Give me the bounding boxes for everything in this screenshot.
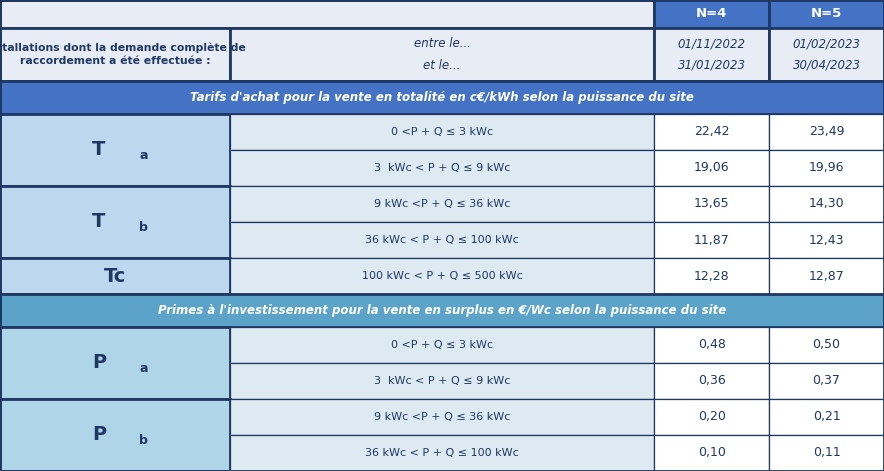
Text: 9 kWc <P + Q ≤ 36 kWc: 9 kWc <P + Q ≤ 36 kWc xyxy=(374,412,510,422)
Bar xyxy=(769,186,884,222)
Text: 3  kWc < P + Q ≤ 9 kWc: 3 kWc < P + Q ≤ 9 kWc xyxy=(374,376,510,386)
Text: P: P xyxy=(92,425,106,445)
Text: 12,43: 12,43 xyxy=(809,234,844,246)
Text: T: T xyxy=(92,212,106,231)
Bar xyxy=(0,399,230,471)
Bar xyxy=(654,399,769,435)
Text: a: a xyxy=(140,149,148,162)
Text: 0 <P + Q ≤ 3 kWc: 0 <P + Q ≤ 3 kWc xyxy=(391,340,493,349)
Text: 0,50: 0,50 xyxy=(812,338,841,351)
Text: 01/02/2023: 01/02/2023 xyxy=(793,37,860,50)
Text: 19,96: 19,96 xyxy=(809,162,844,174)
Text: Installations dont la demande complète de
raccordement a été effectuée :: Installations dont la demande complète d… xyxy=(0,43,246,66)
Bar xyxy=(769,363,884,399)
Text: 0,21: 0,21 xyxy=(812,410,841,423)
Text: entre le...: entre le... xyxy=(414,37,470,50)
Bar xyxy=(230,222,654,258)
Bar xyxy=(0,0,654,28)
Text: N=5: N=5 xyxy=(811,8,842,20)
Text: 12,87: 12,87 xyxy=(809,269,844,283)
Bar xyxy=(0,114,230,186)
Bar xyxy=(769,150,884,186)
Bar xyxy=(654,363,769,399)
Bar xyxy=(230,150,654,186)
Bar xyxy=(230,28,654,81)
Bar xyxy=(769,435,884,471)
Text: Tc: Tc xyxy=(103,267,126,285)
Bar xyxy=(769,399,884,435)
Text: 36 kWc < P + Q ≤ 100 kWc: 36 kWc < P + Q ≤ 100 kWc xyxy=(365,235,519,245)
Text: 0,10: 0,10 xyxy=(697,447,726,459)
Bar xyxy=(0,186,230,258)
Bar xyxy=(0,28,230,81)
Bar xyxy=(230,399,654,435)
Text: T: T xyxy=(92,140,106,159)
Bar xyxy=(654,258,769,294)
Text: 36 kWc < P + Q ≤ 100 kWc: 36 kWc < P + Q ≤ 100 kWc xyxy=(365,448,519,458)
Bar xyxy=(769,114,884,150)
Text: 0,37: 0,37 xyxy=(812,374,841,387)
Bar xyxy=(769,0,884,28)
Bar xyxy=(654,435,769,471)
Text: 0,11: 0,11 xyxy=(812,447,841,459)
Text: b: b xyxy=(139,221,148,234)
Text: 0,36: 0,36 xyxy=(697,374,726,387)
Text: 0,20: 0,20 xyxy=(697,410,726,423)
Text: 23,49: 23,49 xyxy=(809,125,844,138)
Text: 9 kWc <P + Q ≤ 36 kWc: 9 kWc <P + Q ≤ 36 kWc xyxy=(374,199,510,209)
Text: 30/04/2023: 30/04/2023 xyxy=(793,59,860,72)
Bar xyxy=(654,150,769,186)
Text: 31/01/2023: 31/01/2023 xyxy=(678,59,745,72)
Text: 01/11/2022: 01/11/2022 xyxy=(678,37,745,50)
Bar xyxy=(0,258,230,294)
Bar xyxy=(230,363,654,399)
Text: 100 kWc < P + Q ≤ 500 kWc: 100 kWc < P + Q ≤ 500 kWc xyxy=(362,271,522,281)
Bar xyxy=(654,28,769,81)
Bar xyxy=(230,435,654,471)
Bar xyxy=(654,0,769,28)
Text: 12,28: 12,28 xyxy=(694,269,729,283)
Bar xyxy=(654,326,769,363)
Text: 13,65: 13,65 xyxy=(694,197,729,211)
Bar xyxy=(654,222,769,258)
Text: Primes à l'investissement pour la vente en surplus en €/Wc selon la puissance du: Primes à l'investissement pour la vente … xyxy=(158,304,726,317)
Bar xyxy=(230,114,654,150)
Bar xyxy=(0,81,884,114)
Bar xyxy=(769,28,884,81)
Text: 0,48: 0,48 xyxy=(697,338,726,351)
Bar xyxy=(654,186,769,222)
Bar xyxy=(0,294,884,326)
Text: Tarifs d'achat pour la vente en totalité en c€/kWh selon la puissance du site: Tarifs d'achat pour la vente en totalité… xyxy=(190,91,694,104)
Text: 0 <P + Q ≤ 3 kWc: 0 <P + Q ≤ 3 kWc xyxy=(391,127,493,137)
Text: et le...: et le... xyxy=(423,59,461,72)
Bar xyxy=(230,186,654,222)
Text: 14,30: 14,30 xyxy=(809,197,844,211)
Bar xyxy=(230,326,654,363)
Text: N=4: N=4 xyxy=(696,8,728,20)
Text: P: P xyxy=(92,353,106,372)
Text: 11,87: 11,87 xyxy=(694,234,729,246)
Bar xyxy=(654,114,769,150)
Bar xyxy=(230,258,654,294)
Text: 3  kWc < P + Q ≤ 9 kWc: 3 kWc < P + Q ≤ 9 kWc xyxy=(374,163,510,173)
Bar xyxy=(769,222,884,258)
Text: b: b xyxy=(139,434,148,447)
Text: 22,42: 22,42 xyxy=(694,125,729,138)
Bar xyxy=(769,258,884,294)
Bar xyxy=(0,326,230,399)
Text: a: a xyxy=(140,362,148,375)
Bar xyxy=(769,326,884,363)
Text: 19,06: 19,06 xyxy=(694,162,729,174)
